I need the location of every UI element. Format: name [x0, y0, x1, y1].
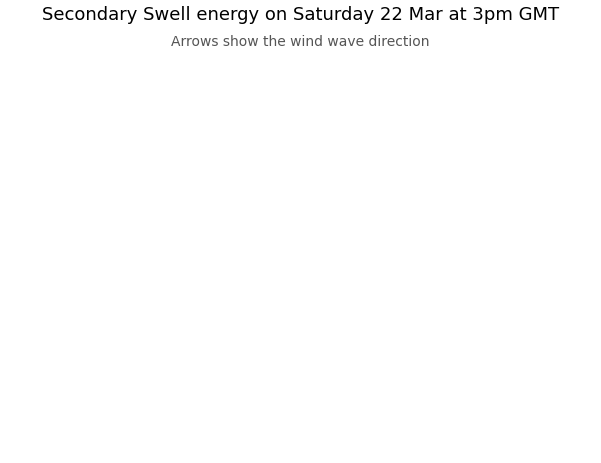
Text: Secondary Swell energy on Saturday 22 Mar at 3pm GMT: Secondary Swell energy on Saturday 22 Ma…: [42, 6, 559, 24]
Text: Arrows show the wind wave direction: Arrows show the wind wave direction: [171, 35, 430, 49]
Text: cartopy required: cartopy required: [243, 251, 358, 265]
